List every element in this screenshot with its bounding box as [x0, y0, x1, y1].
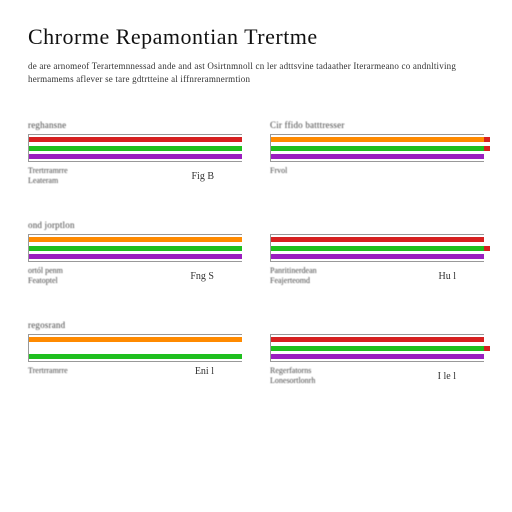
panel-below: Trertrramrre Eni l	[28, 366, 242, 377]
bar	[271, 154, 484, 159]
chart-panel: RegerfatornsLonesortlonrh I le l	[270, 320, 484, 386]
panel-top-label: reghansne	[28, 120, 242, 130]
figure-tag: I le l	[438, 371, 456, 382]
bar-group	[270, 334, 484, 362]
bar	[271, 354, 484, 359]
chart-panel: regosrand Trertrramrre Eni l	[28, 320, 242, 386]
axis-label: Frvol	[270, 166, 287, 176]
bar	[271, 337, 484, 342]
panel-below: TrertrramrreLeateram Fig B	[28, 166, 242, 186]
bar-group	[270, 134, 484, 162]
axis-label: ortól penm	[28, 266, 63, 276]
axis-label: Trertrramrre	[28, 166, 68, 176]
axis-label: Feajerteomd	[270, 276, 317, 286]
bar	[271, 346, 484, 351]
panel-below: PanritinerdeanFeajerteomd Hu l	[270, 266, 484, 286]
label-stack: Frvol	[270, 166, 287, 176]
axis-label: Lonesortlonrh	[270, 376, 315, 386]
label-stack: Trertrramrre	[28, 366, 68, 376]
bar	[29, 337, 242, 342]
axis-label: Leateram	[28, 176, 68, 186]
label-stack: TrertrramrreLeateram	[28, 166, 68, 186]
bar-group	[28, 234, 242, 262]
bar	[271, 237, 484, 242]
axis-label: Featoptel	[28, 276, 63, 286]
figure-tag: Hu l	[439, 271, 457, 282]
axis-label: Trertrramrre	[28, 366, 68, 376]
panel-top-label: Cir ffido batttresser	[270, 120, 484, 130]
axis-label: Regerfatorns	[270, 366, 315, 376]
panel-below: RegerfatornsLonesortlonrh I le l	[270, 366, 484, 386]
bar	[271, 146, 484, 151]
bar-group	[28, 334, 242, 362]
bar-group	[28, 134, 242, 162]
page-title: Chrorme Repamontian Trertme	[28, 24, 484, 50]
chart-panel: PanritinerdeanFeajerteomd Hu l	[270, 220, 484, 286]
chart-grid: reghansneTrertrramrreLeateramFig BCir ff…	[28, 120, 484, 386]
bar	[29, 237, 242, 242]
figure-tag: Eni l	[195, 366, 214, 377]
panel-top-label: ond jorptlon	[28, 220, 242, 230]
bar	[29, 254, 242, 259]
figure-tag: Fng S	[190, 271, 214, 282]
bar	[29, 137, 242, 142]
panel-top-label	[270, 320, 484, 330]
chart-panel: Cir ffido batttresser Frvol	[270, 120, 484, 186]
bar	[29, 246, 242, 251]
bar	[271, 254, 484, 259]
panel-below: ortól penmFeatoptel Fng S	[28, 266, 242, 286]
page-subtitle: de are arnomeof Terartemnnessad ande and…	[28, 60, 468, 86]
figure-tag: Fig B	[191, 171, 214, 182]
bar	[271, 246, 484, 251]
panel-top-label	[270, 220, 484, 230]
bar-group	[270, 234, 484, 262]
panel-below: Frvol	[270, 166, 484, 176]
bar	[29, 146, 242, 151]
bar	[29, 154, 242, 159]
label-stack: RegerfatornsLonesortlonrh	[270, 366, 315, 386]
label-stack: PanritinerdeanFeajerteomd	[270, 266, 317, 286]
axis-label: Panritinerdean	[270, 266, 317, 276]
bar	[271, 137, 484, 142]
label-stack: ortól penmFeatoptel	[28, 266, 63, 286]
bar	[29, 354, 242, 359]
chart-panel: ond jorptlon ortól penmFeatoptel Fng S	[28, 220, 242, 286]
panel-top-label: regosrand	[28, 320, 242, 330]
chart-panel: reghansne TrertrramrreLeateram Fig B	[28, 120, 242, 186]
